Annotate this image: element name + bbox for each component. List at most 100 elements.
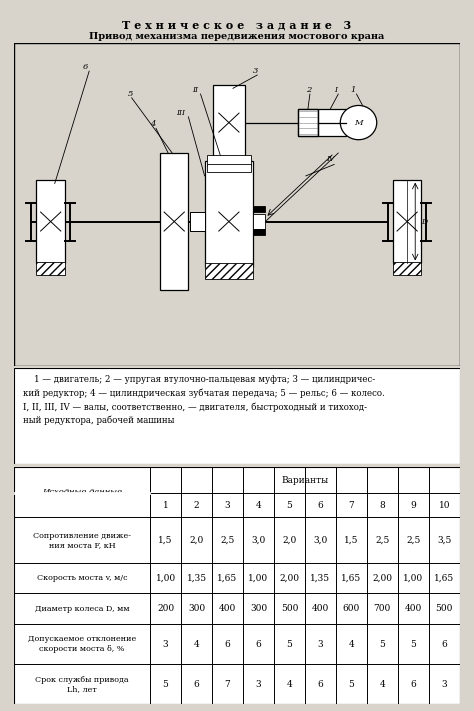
Text: 6: 6 — [441, 639, 447, 648]
Bar — [213, 85, 245, 161]
Text: 7: 7 — [348, 501, 354, 510]
Text: Сопротивление движе-
ния моста F, кН: Сопротивление движе- ния моста F, кН — [33, 532, 131, 549]
Text: 1,5: 1,5 — [344, 535, 359, 545]
Text: D: D — [421, 218, 428, 225]
Text: 5: 5 — [163, 680, 169, 689]
Text: Срок службы привода
Lh, лет: Срок службы привода Lh, лет — [36, 675, 129, 693]
Bar — [191, 212, 205, 231]
Text: Привод механизма передвижения мостового крана: Привод механизма передвижения мостового … — [89, 32, 385, 41]
Text: II: II — [192, 86, 199, 94]
Bar — [36, 262, 65, 275]
Text: 1,65: 1,65 — [341, 574, 362, 583]
Text: 8: 8 — [380, 501, 385, 510]
Text: 700: 700 — [374, 604, 391, 613]
Bar — [393, 180, 421, 263]
Text: 2: 2 — [194, 501, 200, 510]
Text: 4: 4 — [150, 120, 155, 129]
Text: 3: 3 — [318, 639, 323, 648]
Text: 400: 400 — [219, 604, 236, 613]
Text: 1,35: 1,35 — [186, 574, 207, 583]
Text: 1,00: 1,00 — [403, 574, 423, 583]
Text: 6: 6 — [194, 680, 200, 689]
Bar — [205, 263, 253, 279]
Text: 500: 500 — [436, 604, 453, 613]
Text: 3: 3 — [255, 680, 261, 689]
Text: IV: IV — [326, 155, 335, 163]
Circle shape — [340, 105, 377, 140]
Text: 3,0: 3,0 — [313, 535, 328, 545]
Text: 4: 4 — [255, 501, 261, 510]
Text: 9: 9 — [410, 501, 416, 510]
Text: 2,0: 2,0 — [283, 535, 297, 545]
Text: 5: 5 — [348, 680, 355, 689]
Text: 6: 6 — [410, 680, 416, 689]
Text: M: M — [354, 119, 363, 127]
Text: 300: 300 — [250, 604, 267, 613]
Bar — [36, 180, 65, 263]
Text: 6: 6 — [255, 639, 261, 648]
Text: 3: 3 — [441, 680, 447, 689]
Text: Исходные данные: Исходные данные — [42, 488, 122, 496]
Bar — [191, 212, 205, 231]
Text: 2,0: 2,0 — [190, 535, 204, 545]
Text: I: I — [334, 86, 337, 94]
Text: 1 — двигатель; 2 — упругая втулочно-пальцевая муфта; 3 — цилиндричес-
кий редукт: 1 — двигатель; 2 — упругая втулочно-паль… — [23, 375, 385, 425]
Text: Допускаемое отклонение
скорости моста δ, %: Допускаемое отклонение скорости моста δ,… — [28, 636, 137, 653]
Text: 4: 4 — [380, 680, 385, 689]
Text: 4: 4 — [194, 639, 200, 648]
Text: 500: 500 — [281, 604, 298, 613]
Text: Скорость моста v, м/с: Скорость моста v, м/с — [37, 574, 128, 582]
Text: Варианты: Варианты — [282, 476, 328, 485]
Bar — [298, 109, 318, 136]
Text: 1,00: 1,00 — [248, 574, 269, 583]
Text: 3: 3 — [163, 639, 168, 648]
Bar — [207, 155, 251, 166]
Text: 2,00: 2,00 — [280, 574, 300, 583]
Bar — [253, 214, 265, 229]
Bar — [318, 109, 346, 136]
Text: 200: 200 — [157, 604, 174, 613]
Text: 6: 6 — [225, 639, 230, 648]
Text: 400: 400 — [312, 604, 329, 613]
Text: 1: 1 — [163, 501, 168, 510]
Text: 6: 6 — [318, 680, 323, 689]
Text: Диаметр колеса D, мм: Диаметр колеса D, мм — [35, 604, 129, 613]
Text: Т е х н и ч е с к о е   з а д а н и е   3: Т е х н и ч е с к о е з а д а н и е 3 — [122, 20, 352, 31]
Bar — [393, 262, 421, 275]
Text: 300: 300 — [188, 604, 205, 613]
Text: 5: 5 — [410, 639, 416, 648]
Text: 2,5: 2,5 — [220, 535, 235, 545]
Text: 1,00: 1,00 — [155, 574, 176, 583]
Text: 3,0: 3,0 — [251, 535, 265, 545]
Text: 1: 1 — [350, 86, 356, 94]
Text: 5: 5 — [379, 639, 385, 648]
Text: 5: 5 — [286, 639, 292, 648]
Text: 4: 4 — [287, 680, 292, 689]
Bar — [253, 206, 265, 212]
Text: 5: 5 — [128, 90, 133, 98]
Text: 5: 5 — [286, 501, 292, 510]
Bar — [253, 229, 265, 235]
Text: 2,5: 2,5 — [406, 535, 420, 545]
Text: 1,65: 1,65 — [434, 574, 455, 583]
Text: 3: 3 — [253, 67, 259, 75]
Text: III: III — [176, 109, 185, 117]
Text: 6: 6 — [83, 63, 89, 71]
Text: 600: 600 — [343, 604, 360, 613]
Text: 2,00: 2,00 — [373, 574, 392, 583]
Text: 400: 400 — [405, 604, 422, 613]
Bar — [298, 109, 318, 136]
Text: 1,65: 1,65 — [218, 574, 237, 583]
Text: 3: 3 — [225, 501, 230, 510]
Text: 10: 10 — [438, 501, 450, 510]
Text: 2,5: 2,5 — [375, 535, 390, 545]
Text: 4: 4 — [348, 639, 354, 648]
Bar — [207, 164, 251, 172]
Text: 2: 2 — [306, 86, 311, 94]
Text: 7: 7 — [225, 680, 230, 689]
Bar — [160, 153, 188, 290]
Text: 1,5: 1,5 — [158, 535, 173, 545]
Text: 1,35: 1,35 — [310, 574, 330, 583]
Text: 3,5: 3,5 — [437, 535, 451, 545]
Bar — [205, 161, 253, 267]
